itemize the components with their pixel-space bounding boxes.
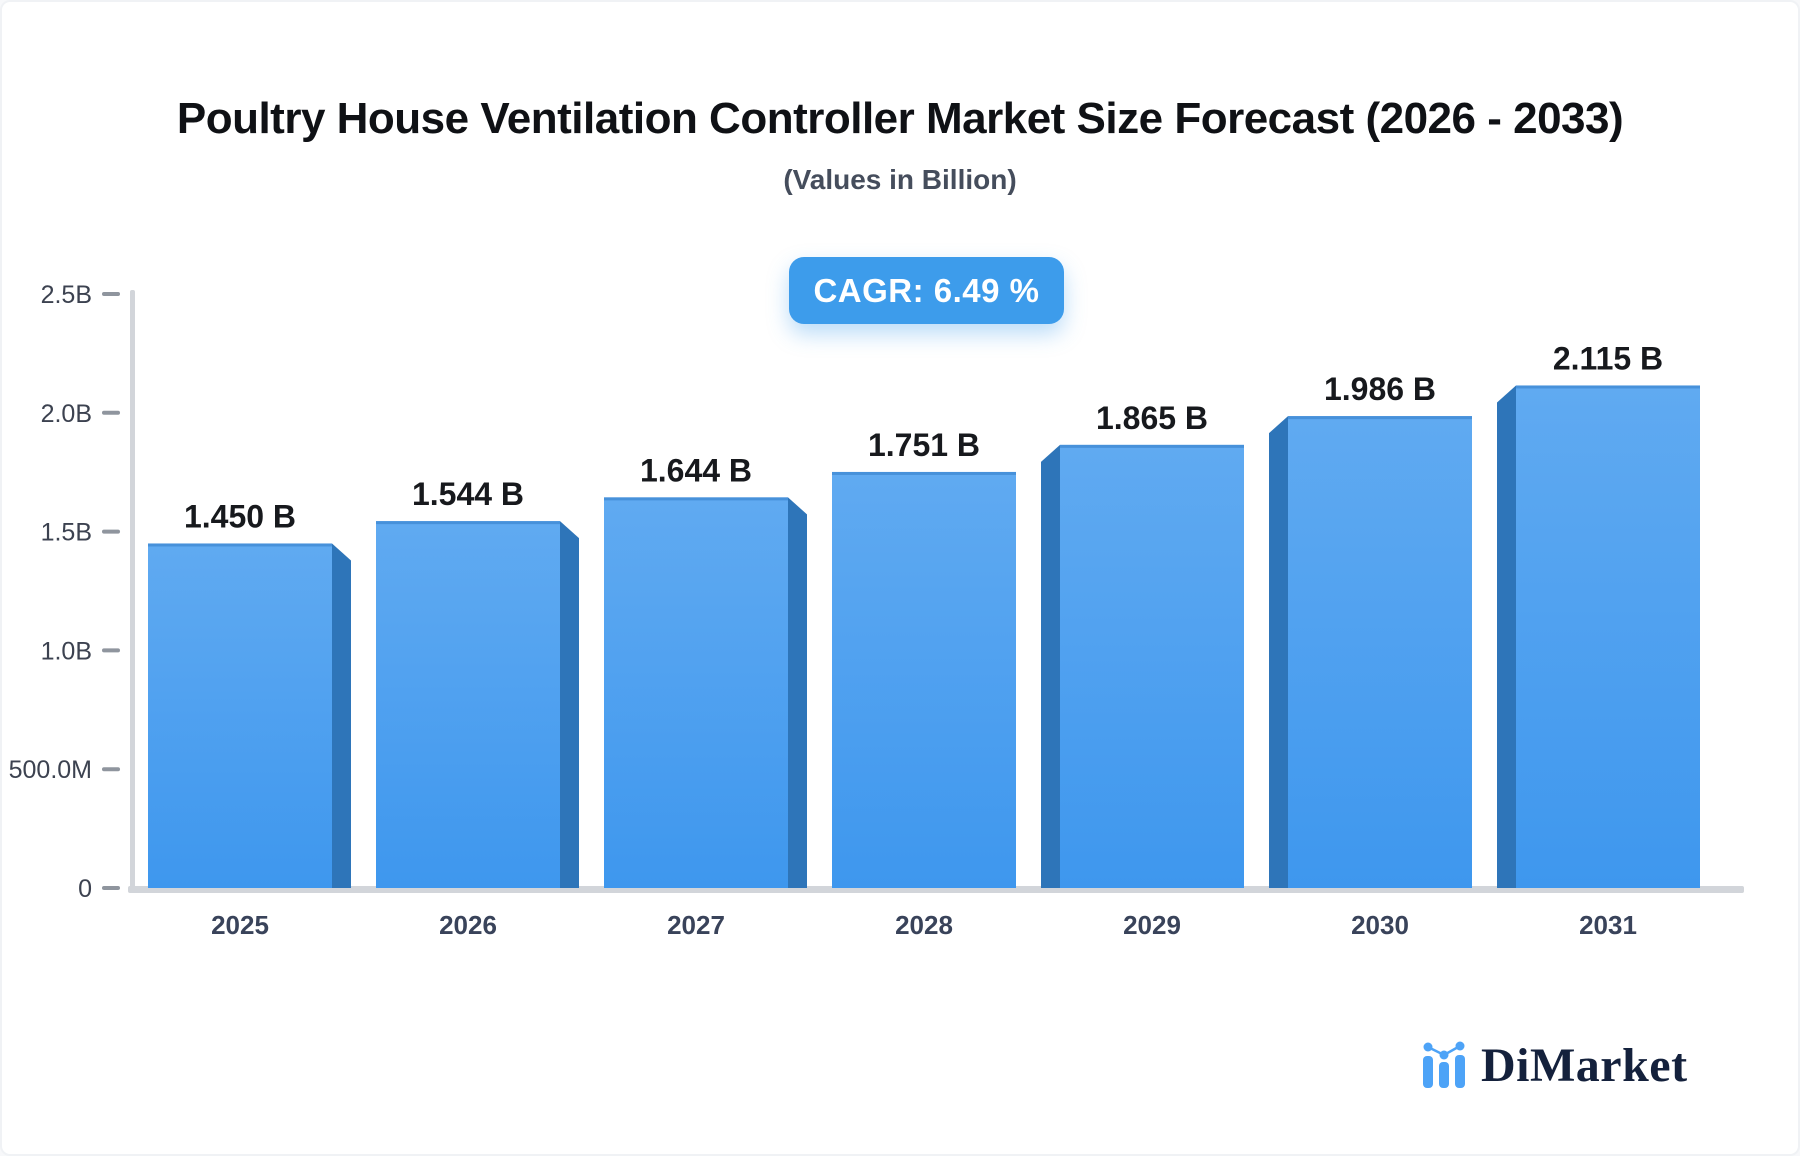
brand-icon-bar	[1455, 1054, 1465, 1088]
y-tick-mark	[102, 292, 120, 296]
bar-front-face	[832, 471, 1016, 888]
y-tick-mark	[102, 767, 120, 772]
x-tick-label: 2027	[667, 910, 725, 940]
bar-front-face	[1288, 416, 1472, 888]
x-tick-label: 2029	[1123, 910, 1181, 940]
bar-value-label: 1.751 B	[868, 427, 980, 463]
y-tick-mark	[102, 410, 120, 415]
bar-front-face	[148, 543, 332, 888]
y-tick-label: 2.0B	[41, 400, 92, 428]
y-tick-label: 0	[78, 875, 92, 903]
bar-side-face	[1269, 416, 1288, 888]
bar-side-face	[1041, 444, 1060, 888]
bar-front-face	[1060, 444, 1244, 888]
bar-top-edge	[1516, 385, 1700, 389]
x-tick-label: 2031	[1579, 910, 1637, 940]
bar-2025	[148, 543, 351, 888]
bar-value-label: 2.115 B	[1553, 340, 1663, 376]
labels-layer: 1.450 B 2025 1.544 B 2026 1.644 B 2027 1.751 B…	[184, 340, 1663, 940]
y-tick-mark	[102, 886, 120, 890]
bar-value-label: 1.865 B	[1096, 400, 1208, 436]
bar-2031	[1497, 385, 1700, 888]
bar-top-edge	[148, 543, 332, 547]
bar-value-label: 1.450 B	[184, 498, 296, 534]
bar-top-edge	[832, 471, 1016, 475]
bar-top-edge	[376, 521, 560, 525]
bar-side-face	[1497, 385, 1516, 888]
brand-logo[interactable]: DiMarket	[1422, 1038, 1688, 1093]
bar-2026	[376, 521, 579, 888]
x-tick-label: 2025	[211, 910, 269, 940]
y-axis-line	[130, 290, 135, 888]
x-tick-label: 2030	[1351, 910, 1409, 940]
x-tick-label: 2028	[895, 910, 953, 940]
y-tick-mark	[102, 529, 120, 534]
brand-icon-dot	[1439, 1050, 1449, 1059]
bar-value-label: 1.986 B	[1324, 371, 1436, 407]
brand-name: DiMarket	[1481, 1039, 1688, 1092]
bar-2028	[832, 471, 1016, 888]
page-subtitle: (Values in Billion)	[783, 164, 1017, 195]
brand-icon-bar	[1423, 1055, 1433, 1088]
brand-icon-bar	[1439, 1061, 1449, 1088]
y-tick-label: 2.5B	[41, 281, 92, 309]
bar-2027	[604, 497, 807, 888]
y-tick-mark	[102, 648, 120, 653]
cagr-badge: CAGR: 6.49 %	[789, 257, 1064, 324]
bar-2030	[1269, 416, 1472, 888]
bar-value-label: 1.644 B	[640, 452, 752, 488]
bar-front-face	[1516, 385, 1700, 888]
page-title: Poultry House Ventilation Controller Mar…	[176, 94, 1624, 143]
bar-side-face	[560, 521, 579, 888]
bar-2029	[1041, 444, 1244, 888]
brand-icon-dot	[1423, 1042, 1433, 1051]
bar-front-face	[376, 521, 560, 888]
bar-chart-plot: 0 500.0M 1.0B 1.5B 2.0B 2.5B 1.450 B 2025 1.544…	[9, 281, 1744, 940]
x-tick-label: 2026	[439, 910, 497, 940]
bar-line-chart-icon	[1423, 1041, 1465, 1088]
bar-top-edge	[1288, 416, 1472, 420]
y-tick-label: 1.5B	[41, 519, 92, 547]
bar-top-edge	[1060, 444, 1244, 448]
y-tick-label: 1.0B	[41, 637, 92, 665]
brand-icon-dot	[1455, 1041, 1465, 1050]
bar-side-face	[788, 497, 807, 888]
bar-side-face	[332, 543, 351, 888]
bar-value-label: 1.544 B	[412, 476, 524, 512]
bar-top-edge	[604, 497, 788, 501]
bar-front-face	[604, 497, 788, 888]
bars-layer	[148, 385, 1700, 888]
y-tick-label: 500.0M	[9, 756, 92, 784]
